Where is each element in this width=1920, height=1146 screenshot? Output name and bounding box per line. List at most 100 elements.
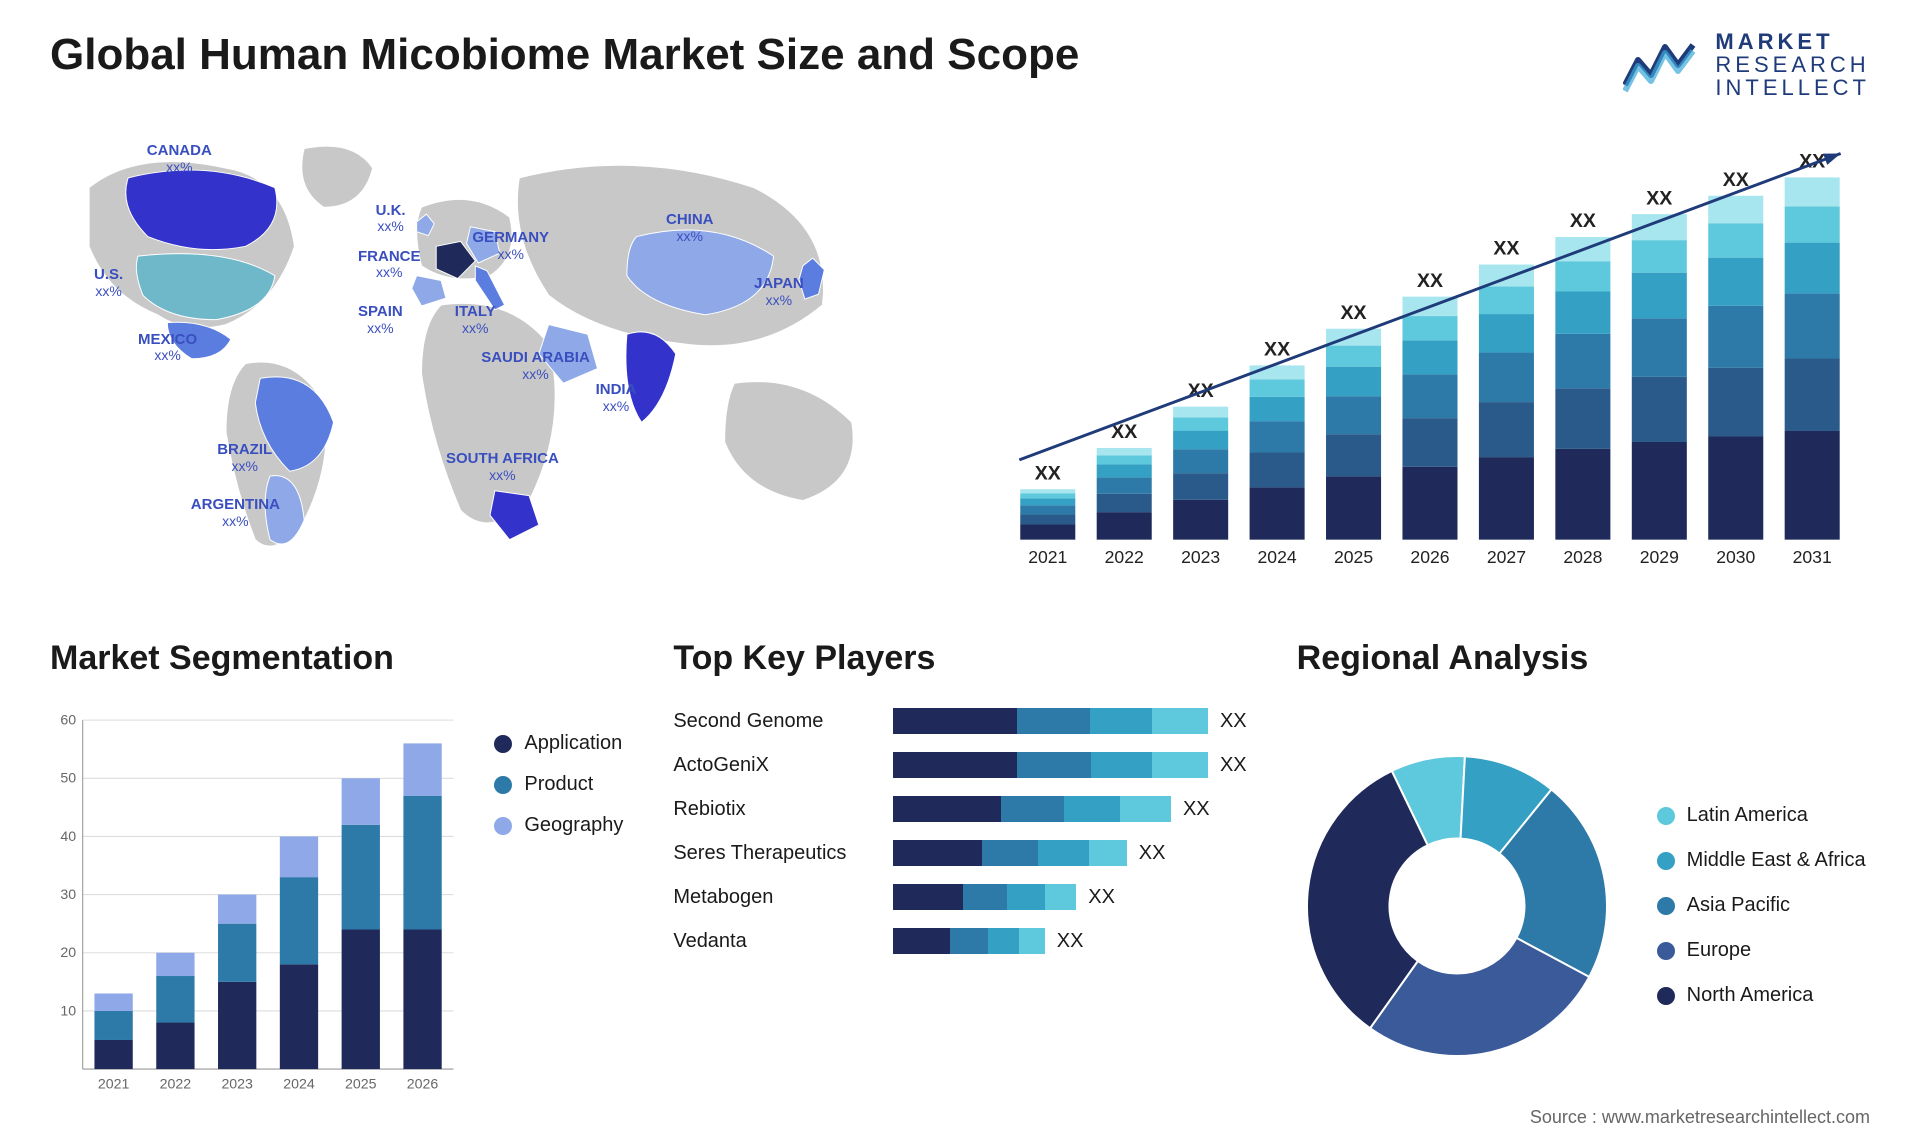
map-label: CHINAxx% <box>666 212 714 244</box>
svg-text:2031: 2031 <box>1793 547 1832 567</box>
player-bar-segment <box>1017 752 1091 778</box>
svg-text:2025: 2025 <box>345 1077 377 1093</box>
player-bar-segment <box>1007 884 1045 910</box>
player-bar-segment <box>893 928 950 954</box>
player-bar-segment <box>1038 840 1088 866</box>
map-label: FRANCExx% <box>358 249 421 281</box>
player-bar-segment <box>1120 796 1170 822</box>
top-row: CANADAxx%U.S.xx%MEXICOxx%BRAZILxx%ARGENT… <box>50 129 1870 589</box>
svg-text:XX: XX <box>1417 270 1443 292</box>
logo-line3: INTELLECT <box>1715 76 1870 99</box>
legend-dot-icon <box>1657 852 1675 870</box>
player-bar-segment <box>963 884 1007 910</box>
player-bar <box>893 928 1044 954</box>
regional-title: Regional Analysis <box>1297 639 1870 678</box>
logo-mark-icon <box>1623 35 1703 95</box>
svg-text:2026: 2026 <box>407 1077 439 1093</box>
player-bar-segment <box>1045 884 1077 910</box>
segmentation-chart: 102030405060202120222023202420252026 <box>50 702 464 1109</box>
regional-donut <box>1297 746 1617 1066</box>
svg-text:2030: 2030 <box>1716 547 1755 567</box>
player-value: XX <box>1220 710 1247 733</box>
legend-item: Middle East & Africa <box>1657 849 1866 872</box>
player-row: MetabogenXX <box>673 884 1246 910</box>
map-label: ITALYxx% <box>455 304 496 336</box>
player-bar-segment <box>1152 752 1208 778</box>
svg-text:60: 60 <box>60 713 76 729</box>
svg-text:2021: 2021 <box>98 1077 130 1093</box>
growth-chart: XX2021XX2022XX2023XX2024XX2025XX2026XX20… <box>990 129 1870 589</box>
legend-dot-icon <box>494 817 512 835</box>
key-players-title: Top Key Players <box>673 639 1246 678</box>
player-bar-segment <box>893 708 1017 734</box>
growth-chart-svg: XX2021XX2022XX2023XX2024XX2025XX2026XX20… <box>990 129 1870 579</box>
svg-text:40: 40 <box>60 829 76 845</box>
player-bar-wrap: XX <box>893 840 1246 866</box>
svg-text:XX: XX <box>1493 238 1519 260</box>
legend-item: North America <box>1657 984 1866 1007</box>
player-row: VedantaXX <box>673 928 1246 954</box>
player-bar-wrap: XX <box>893 752 1246 778</box>
legend-item: Europe <box>1657 939 1866 962</box>
svg-text:10: 10 <box>60 1004 76 1020</box>
key-players-list: Second GenomeXXActoGeniXXXRebiotixXXSere… <box>673 702 1246 954</box>
player-row: ActoGeniXXX <box>673 752 1246 778</box>
map-label: CANADAxx% <box>147 143 212 175</box>
player-bar <box>893 708 1208 734</box>
player-value: XX <box>1057 930 1084 953</box>
legend-dot-icon <box>494 776 512 794</box>
legend-label: Middle East & Africa <box>1687 849 1866 872</box>
legend-label: Asia Pacific <box>1687 894 1790 917</box>
player-row: Rebiotix XX <box>673 796 1246 822</box>
legend-label: Product <box>524 773 593 796</box>
player-name: Metabogen <box>673 886 873 909</box>
logo-text: MARKET RESEARCH INTELLECT <box>1715 30 1870 99</box>
legend-item: Latin America <box>1657 804 1866 827</box>
map-label: JAPANxx% <box>754 276 804 308</box>
svg-text:2022: 2022 <box>1105 547 1144 567</box>
segmentation-svg: 102030405060202120222023202420252026 <box>50 702 464 1109</box>
svg-text:XX: XX <box>1570 211 1596 233</box>
segmentation-title: Market Segmentation <box>50 639 623 678</box>
brand-logo: MARKET RESEARCH INTELLECT <box>1623 30 1870 99</box>
player-bar-segment <box>950 928 988 954</box>
logo-line2: RESEARCH <box>1715 53 1870 76</box>
map-label: SPAINxx% <box>358 304 403 336</box>
player-bar-segment <box>1089 840 1127 866</box>
svg-text:2023: 2023 <box>221 1077 253 1093</box>
legend-label: North America <box>1687 984 1814 1007</box>
segmentation-legend: ApplicationProductGeography <box>494 702 623 1109</box>
header: Global Human Micobiome Market Size and S… <box>50 30 1870 99</box>
player-row: Seres Therapeutics XX <box>673 840 1246 866</box>
player-bar-segment <box>893 796 1000 822</box>
player-bar <box>893 796 1171 822</box>
regional-legend: Latin America Middle East & Africa Asia Pa… <box>1657 804 1866 1007</box>
player-bar-segment <box>988 928 1020 954</box>
player-bar-segment <box>1001 796 1064 822</box>
donut-svg <box>1297 746 1617 1066</box>
player-bar-segment <box>982 840 1039 866</box>
player-row: Second Genome XX <box>673 708 1246 734</box>
player-name: Second Genome <box>673 710 873 733</box>
legend-item: Geography <box>494 814 623 837</box>
svg-text:XX: XX <box>1646 188 1672 210</box>
map-label: SAUDI ARABIAxx% <box>481 350 590 382</box>
player-bar <box>893 840 1126 866</box>
legend-label: Europe <box>1687 939 1752 962</box>
svg-text:2024: 2024 <box>283 1077 315 1093</box>
player-bar-segment <box>1090 708 1152 734</box>
legend-dot-icon <box>1657 897 1675 915</box>
player-name: Rebiotix <box>673 798 873 821</box>
player-value: XX <box>1183 798 1210 821</box>
player-name: Seres Therapeutics <box>673 842 873 865</box>
map-label: BRAZILxx% <box>217 442 272 474</box>
player-bar-segment <box>893 752 1016 778</box>
segmentation-section: Market Segmentation 10203040506020212022… <box>50 639 623 1109</box>
player-bar-wrap: XX <box>893 708 1246 734</box>
player-value: XX <box>1139 842 1166 865</box>
legend-dot-icon <box>1657 942 1675 960</box>
map-label: GERMANYxx% <box>472 230 549 262</box>
svg-text:XX: XX <box>1264 339 1290 361</box>
legend-item: Product <box>494 773 623 796</box>
key-players-section: Top Key Players Second GenomeXXActoGeniX… <box>673 639 1246 1109</box>
